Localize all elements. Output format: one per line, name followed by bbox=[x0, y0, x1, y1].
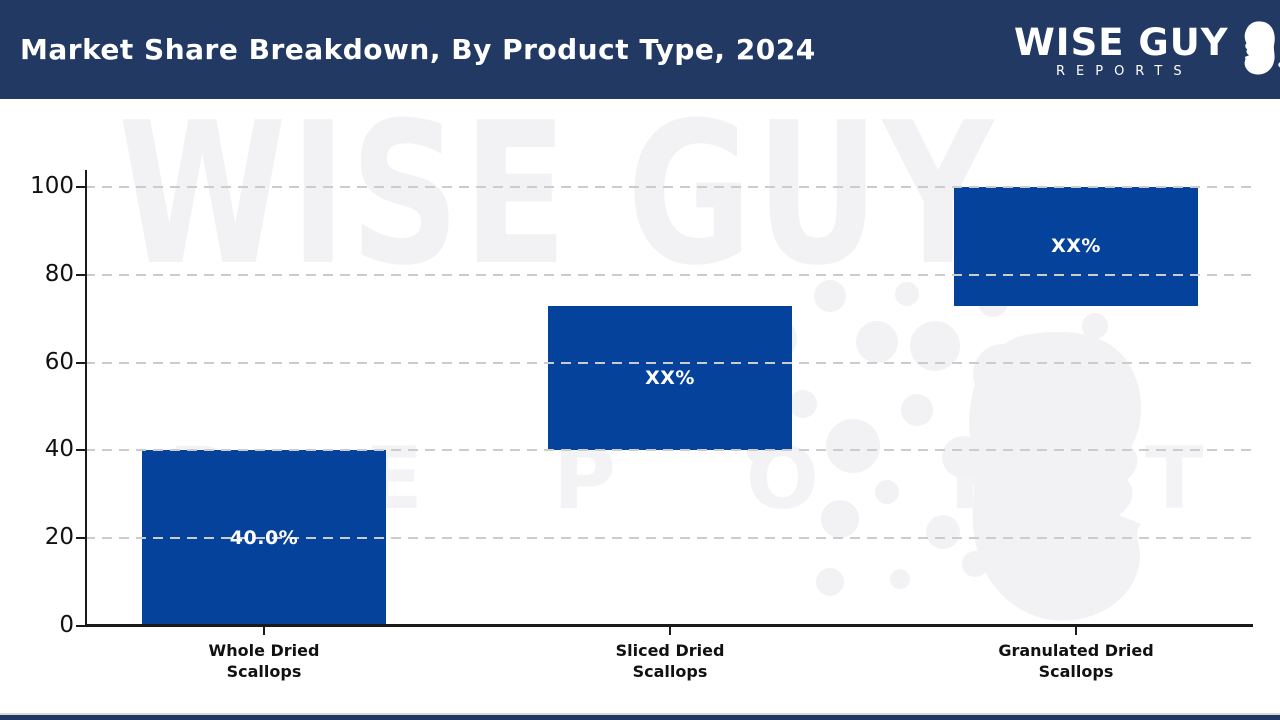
y-tick-label: 0 bbox=[59, 612, 74, 638]
bar-value-label: XX% bbox=[645, 366, 695, 389]
wiseguy-logo-text: WISE GUY REPORTS bbox=[1014, 20, 1229, 79]
gridline bbox=[85, 273, 1253, 276]
gridline bbox=[85, 537, 1253, 540]
logo-wiseguy-label: WISE GUY bbox=[1014, 20, 1229, 64]
gridline bbox=[85, 186, 1253, 188]
x-axis-label: Whole Dried Scallops bbox=[104, 640, 424, 682]
y-tick-mark bbox=[76, 361, 86, 364]
x-axis-label-line: Scallops bbox=[632, 662, 708, 681]
gridline bbox=[85, 449, 1253, 452]
wiseguy-logo: WISE GUY REPORTS bbox=[1014, 6, 1280, 96]
watermark-head-icon bbox=[747, 278, 1142, 621]
x-axis-label-line: Sliced Dried bbox=[615, 641, 725, 660]
y-axis-line bbox=[85, 170, 87, 627]
x-axis-line bbox=[85, 624, 1253, 627]
y-tick-mark bbox=[76, 537, 86, 540]
x-axis-label-line: Whole Dried bbox=[208, 641, 320, 660]
x-axis-label-line: Scallops bbox=[1038, 662, 1114, 681]
bar-value-label: 40.0% bbox=[229, 527, 299, 550]
x-axis-label-line: Scallops bbox=[226, 662, 302, 681]
y-tick-label: 40 bbox=[44, 436, 74, 463]
y-tick-label: 80 bbox=[44, 260, 74, 287]
x-axis-label: Sliced Dried Scallops bbox=[510, 640, 830, 682]
logo-reports-label: REPORTS bbox=[1055, 63, 1193, 79]
y-tick-label: 20 bbox=[44, 524, 74, 551]
bar-granulated-dried-scallops: XX% bbox=[954, 187, 1198, 306]
bar-value-label: XX% bbox=[1051, 235, 1101, 258]
x-tick-mark bbox=[1075, 627, 1077, 635]
y-tick-label: 100 bbox=[30, 173, 74, 199]
y-tick-label: 60 bbox=[44, 348, 74, 375]
y-tick-mark bbox=[76, 449, 86, 452]
y-tick-mark bbox=[76, 273, 86, 276]
y-tick-mark bbox=[76, 186, 86, 188]
x-tick-mark bbox=[263, 627, 265, 635]
x-axis-label: Granulated Dried Scallops bbox=[916, 640, 1236, 682]
x-axis-label-line: Granulated Dried bbox=[998, 641, 1154, 660]
gridline bbox=[85, 361, 1253, 364]
x-tick-mark bbox=[669, 627, 671, 635]
y-tick-mark bbox=[76, 625, 86, 627]
chart-title: Market Share Breakdown, By Product Type,… bbox=[20, 33, 816, 66]
footer-bar bbox=[0, 713, 1280, 720]
bar-sliced-dried-scallops: XX% bbox=[548, 305, 792, 451]
header-bar: Market Share Breakdown, By Product Type,… bbox=[0, 0, 1280, 99]
wiseguy-logo-head-icon bbox=[1244, 21, 1280, 75]
